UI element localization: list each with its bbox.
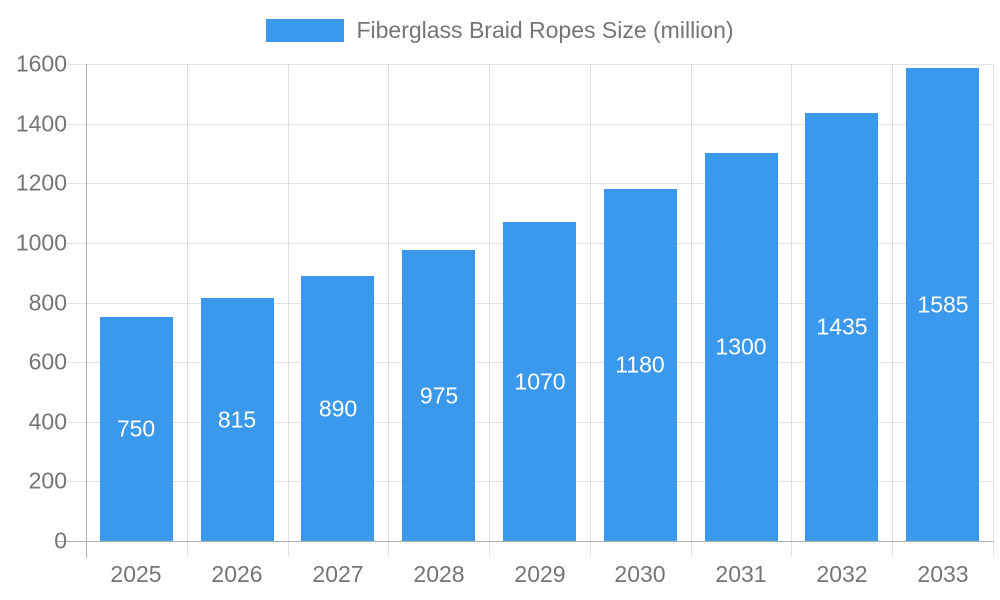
bar[interactable] — [402, 250, 475, 541]
bar-value-label: 1585 — [917, 291, 969, 318]
y-axis-tick-label: 1400 — [15, 110, 67, 137]
y-axis-tick-label: 1600 — [15, 50, 67, 77]
bar-value-label: 1435 — [816, 313, 868, 340]
x-axis-tick-label: 2029 — [514, 561, 566, 587]
y-gridline — [67, 124, 993, 125]
bar-value-label: 1300 — [715, 333, 767, 360]
bar[interactable] — [100, 317, 173, 541]
y-axis-tick-label: 600 — [28, 348, 67, 375]
y-axis-tick-label: 1200 — [15, 169, 67, 196]
y-axis-line — [86, 64, 87, 558]
legend-swatch — [266, 18, 345, 42]
x-gridline — [288, 64, 289, 556]
x-axis-tick-label: 2033 — [917, 561, 969, 587]
x-axis-tick-label: 2025 — [110, 561, 162, 587]
x-gridline — [388, 64, 389, 556]
x-gridline — [791, 64, 792, 556]
x-axis-line — [56, 541, 993, 542]
bar[interactable] — [705, 153, 778, 541]
bar-value-label: 975 — [419, 382, 459, 409]
x-axis-tick-label: 2028 — [413, 561, 465, 587]
bar[interactable] — [805, 113, 878, 541]
bar-value-label: 1180 — [615, 351, 665, 378]
bar[interactable] — [301, 276, 374, 541]
legend-label: Fiberglass Braid Ropes Size (million) — [356, 16, 734, 43]
legend[interactable]: Fiberglass Braid Ropes Size (million) — [0, 15, 1000, 45]
bar-value-label: 815 — [217, 406, 257, 433]
y-gridline — [67, 183, 993, 184]
bar[interactable] — [201, 298, 274, 541]
bar-value-label: 890 — [318, 395, 358, 422]
x-gridline — [691, 64, 692, 556]
bar-value-label: 750 — [116, 415, 156, 442]
y-axis-tick-label: 1000 — [15, 229, 67, 256]
y-gridline — [67, 64, 993, 65]
y-axis-tick-label: 400 — [28, 408, 67, 435]
x-gridline — [590, 64, 591, 556]
y-axis-tick-label: 200 — [28, 467, 67, 494]
x-axis-tick-label: 2031 — [715, 561, 767, 587]
x-axis-tick-label: 2026 — [211, 561, 263, 587]
bar[interactable] — [604, 189, 677, 541]
y-axis-tick-label: 0 — [54, 527, 67, 554]
x-gridline — [993, 64, 994, 556]
bar[interactable] — [906, 68, 979, 541]
x-gridline — [489, 64, 490, 556]
x-axis-tick-label: 2027 — [312, 561, 364, 587]
x-gridline — [187, 64, 188, 556]
bar-value-label: 1070 — [514, 368, 566, 395]
y-axis-tick-label: 800 — [28, 289, 67, 316]
x-gridline — [892, 64, 893, 556]
bar[interactable] — [503, 222, 576, 541]
x-axis-tick-label: 2032 — [816, 561, 868, 587]
x-axis-tick-label: 2030 — [614, 561, 666, 587]
